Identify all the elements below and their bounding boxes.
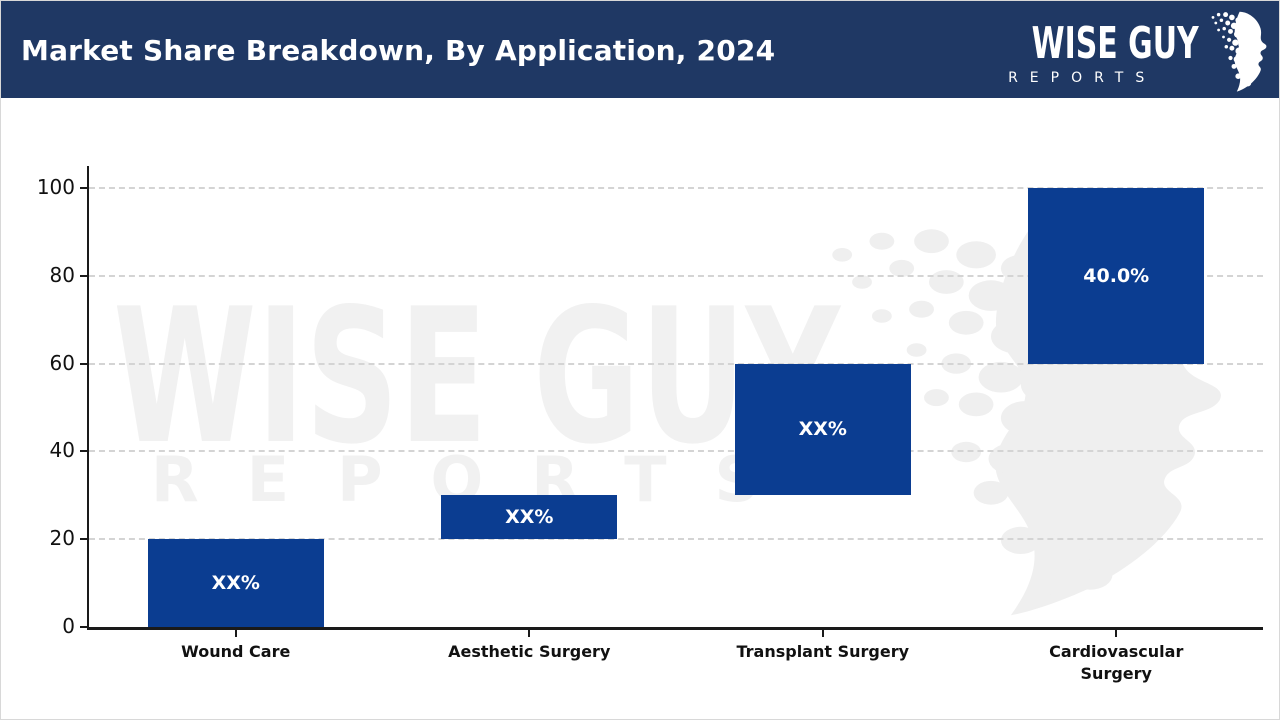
y-tick-label-0: 0 (62, 614, 75, 638)
gridline-80 (89, 274, 1263, 277)
x-axis (87, 627, 1263, 630)
y-tick-label-80: 80 (49, 262, 75, 287)
gridline-20 (89, 538, 1263, 541)
x-tick-0 (234, 630, 237, 637)
bar-aesthetic-surgery: XX% (441, 495, 618, 540)
x-tick-1 (528, 630, 531, 637)
y-tick-60 (80, 362, 88, 365)
y-axis (87, 166, 89, 629)
y-tick-label-20: 20 (49, 526, 75, 551)
bar-value-label: XX% (211, 572, 260, 595)
bar-transplant-surgery: XX% (734, 363, 911, 496)
x-tick-label-0: Wound Care (181, 642, 291, 661)
gridline-60 (89, 362, 1263, 365)
x-tick-label-1: Aesthetic Surgery (448, 642, 611, 661)
y-tick-label-60: 60 (49, 350, 75, 375)
x-tick-2 (821, 630, 824, 637)
logo-brand-name: WISE GUY (1031, 18, 1199, 69)
y-tick-40 (80, 450, 88, 453)
x-tick-label-3: Cardiovascular Surgery (1049, 642, 1184, 683)
x-tick-3 (1115, 630, 1118, 637)
y-tick-80 (80, 274, 88, 277)
logo-text: WISE GUY REPORTS (953, 18, 1199, 87)
gridline-100 (89, 187, 1263, 189)
header-bar: Market Share Breakdown, By Application, … (1, 1, 1279, 98)
bar-value-label: XX% (505, 506, 554, 529)
y-tick-100 (80, 187, 88, 189)
y-tick-0 (80, 626, 88, 628)
logo-dot-face-icon (1199, 9, 1269, 93)
bar-wound-care: XX% (147, 539, 324, 627)
y-tick-20 (80, 538, 88, 541)
gridline-40 (89, 450, 1263, 453)
bar-cardiovascular-surgery: 40.0% (1028, 188, 1205, 364)
y-tick-label-40: 40 (49, 438, 75, 463)
y-tick-label-100: 100 (36, 175, 75, 199)
chart-title: Market Share Breakdown, By Application, … (21, 34, 776, 67)
logo-reports-label: REPORTS (1008, 70, 1157, 86)
watermark-brand-text: WISE GUY (113, 268, 840, 485)
bar-value-label: XX% (798, 418, 847, 441)
bar-value-label: 40.0% (1083, 264, 1150, 287)
wiseguy-logo: WISE GUY REPORTS (1008, 6, 1271, 94)
x-tick-label-2: Transplant Surgery (736, 642, 910, 661)
